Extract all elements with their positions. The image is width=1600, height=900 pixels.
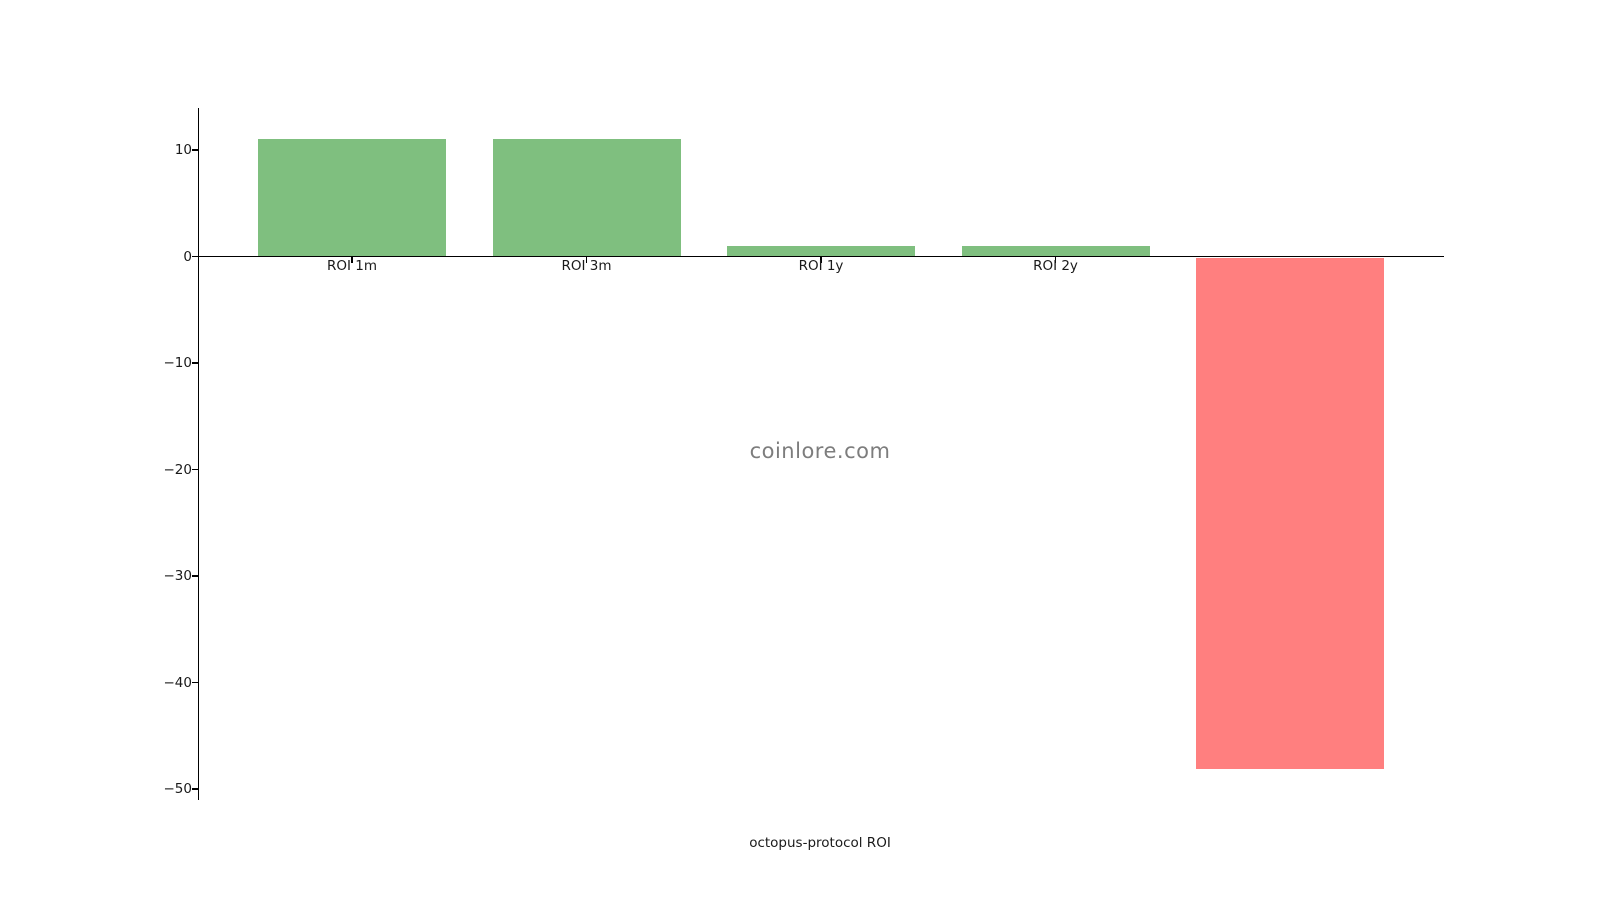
bar-roi-1m — [258, 139, 446, 257]
y-tick-label-10: 10 — [174, 142, 192, 158]
x-tick-label-roi-1y: ROI 1y — [798, 257, 844, 274]
y-tick-label-neg30: −30 — [163, 568, 193, 584]
y-tick-label-neg20: −20 — [163, 461, 193, 478]
x-tick-roi-1m — [351, 257, 353, 264]
bar-roi-2y — [961, 245, 1150, 257]
bar-roi-3m — [492, 139, 681, 257]
watermark-text: coinlore.com — [749, 439, 891, 463]
y-tick-neg40 — [192, 681, 199, 684]
y-tick-neg10 — [192, 362, 199, 364]
x-tick-label-roi-1m: ROI 1m — [326, 257, 378, 274]
y-tick-label-neg40: −40 — [163, 674, 193, 691]
x-tick-roi-3m — [585, 257, 588, 264]
y-tick-neg30 — [192, 575, 199, 577]
y-tick-neg50 — [192, 788, 199, 790]
y-tick-label-neg50: −50 — [163, 781, 193, 797]
y-tick-label-0: 0 — [183, 248, 192, 265]
bar-roi-1y — [727, 245, 915, 257]
y-axis-spine — [197, 108, 200, 800]
chart-bottom-title: octopus-protocol ROI — [749, 835, 891, 851]
x-tick-roi-2y — [1054, 257, 1057, 264]
x-tick-label-roi-3m: ROI 3m — [561, 257, 612, 274]
bar-col-5 — [1196, 257, 1384, 769]
y-tick-0 — [192, 255, 199, 258]
y-tick-10 — [192, 149, 199, 151]
x-tick-roi-1y — [820, 257, 822, 264]
y-tick-label-neg10: −10 — [163, 355, 193, 371]
x-tick-label-roi-2y: ROI 2y — [1033, 257, 1078, 274]
y-tick-neg20 — [192, 468, 199, 471]
x-axis-line — [198, 255, 1444, 258]
